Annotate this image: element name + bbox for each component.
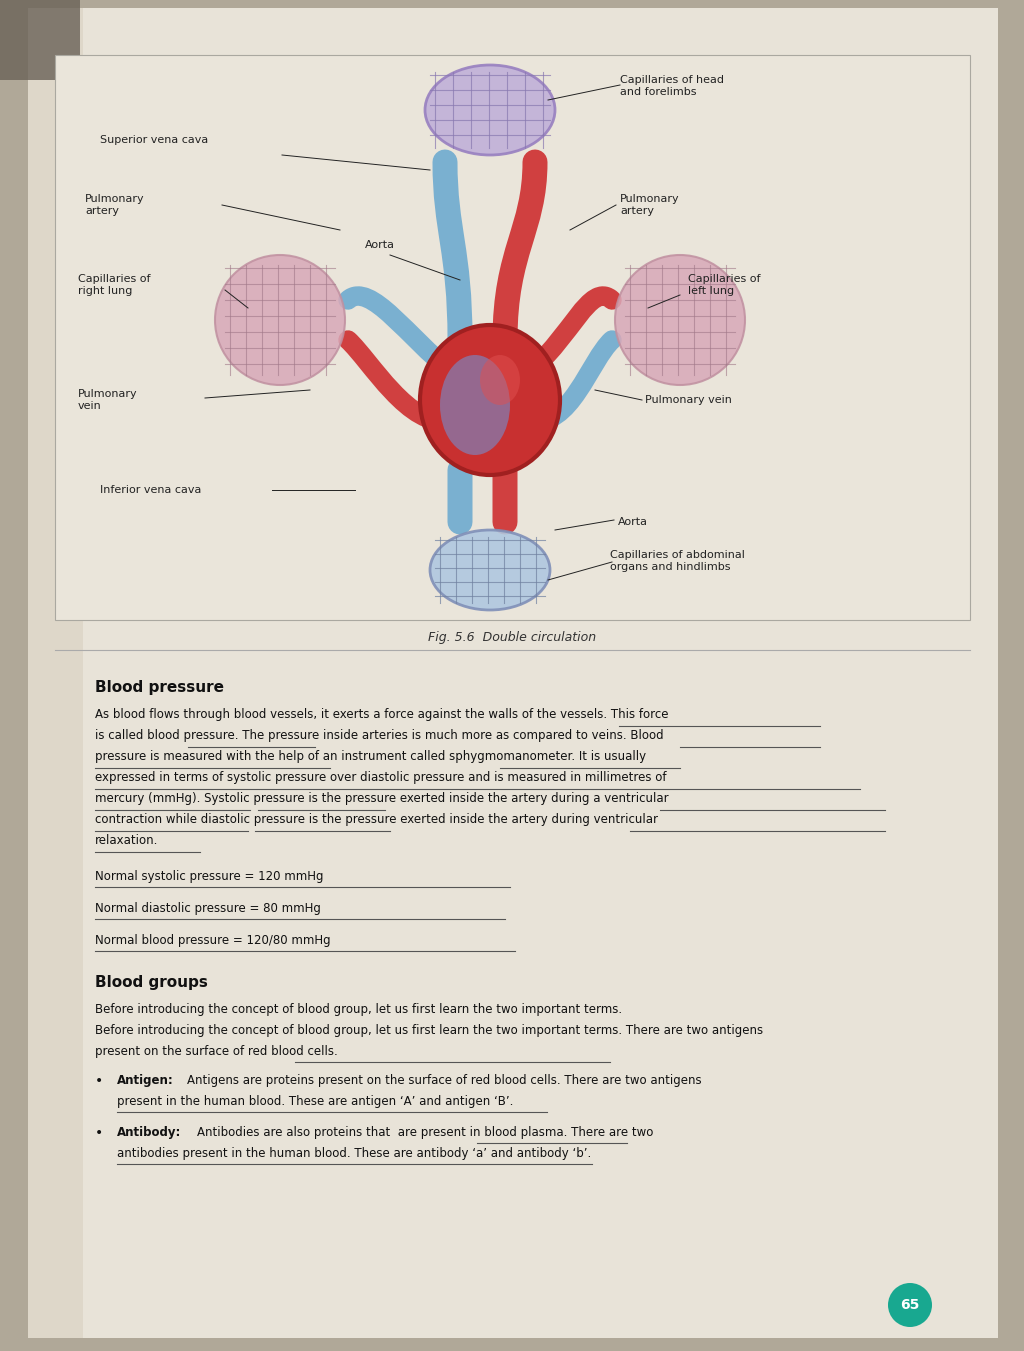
Text: present in the human blood. These are antigen ‘A’ and antigen ‘B’.: present in the human blood. These are an… [117, 1096, 513, 1108]
Text: Antigens are proteins present on the surface of red blood cells. There are two a: Antigens are proteins present on the sur… [187, 1074, 701, 1088]
Text: Capillaries of
left lung: Capillaries of left lung [688, 274, 761, 296]
Text: expressed in terms of systolic pressure over diastolic pressure and is measured : expressed in terms of systolic pressure … [95, 771, 667, 784]
Text: Pulmonary
artery: Pulmonary artery [620, 193, 680, 216]
Text: 65: 65 [900, 1298, 920, 1312]
Text: Blood pressure: Blood pressure [95, 680, 224, 694]
Text: Pulmonary
vein: Pulmonary vein [78, 389, 137, 411]
Ellipse shape [425, 65, 555, 155]
Text: Fig. 5.6  Double circulation: Fig. 5.6 Double circulation [428, 631, 596, 644]
Text: relaxation.: relaxation. [95, 834, 159, 847]
Ellipse shape [480, 355, 520, 405]
Text: Before introducing the concept of blood group, let us first learn the two import: Before introducing the concept of blood … [95, 1024, 763, 1038]
Text: Pulmonary
artery: Pulmonary artery [85, 193, 144, 216]
Text: •: • [95, 1074, 103, 1088]
Text: Capillaries of
right lung: Capillaries of right lung [78, 274, 151, 296]
Text: Blood groups: Blood groups [95, 975, 208, 990]
Text: •: • [95, 1125, 103, 1140]
Ellipse shape [430, 530, 550, 611]
Text: Capillaries of abdominal
organs and hindlimbs: Capillaries of abdominal organs and hind… [610, 550, 744, 573]
Text: pressure is measured with the help of an instrument called sphygmomanometer. It : pressure is measured with the help of an… [95, 750, 646, 763]
Text: Antigen:: Antigen: [117, 1074, 174, 1088]
Text: As blood flows through blood vessels, it exerts a force against the walls of the: As blood flows through blood vessels, it… [95, 708, 669, 721]
FancyBboxPatch shape [55, 55, 970, 620]
Text: Aorta: Aorta [365, 240, 395, 250]
Ellipse shape [215, 255, 345, 385]
Text: present on the surface of red blood cells.: present on the surface of red blood cell… [95, 1046, 338, 1058]
Ellipse shape [440, 355, 510, 455]
Ellipse shape [420, 326, 560, 476]
FancyBboxPatch shape [28, 8, 998, 1337]
Text: Aorta: Aorta [618, 517, 648, 527]
Text: is called blood pressure. The pressure inside arteries is much more as compared : is called blood pressure. The pressure i… [95, 730, 664, 742]
Text: Normal systolic pressure = 120 mmHg: Normal systolic pressure = 120 mmHg [95, 870, 324, 884]
Text: Antibodies are also proteins that  are present in blood plasma. There are two: Antibodies are also proteins that are pr… [197, 1125, 653, 1139]
Text: Inferior vena cava: Inferior vena cava [100, 485, 202, 494]
Text: Pulmonary vein: Pulmonary vein [645, 394, 732, 405]
FancyBboxPatch shape [28, 8, 83, 1337]
Text: Capillaries of head
and forelimbs: Capillaries of head and forelimbs [620, 76, 724, 97]
Text: Normal blood pressure = 120/80 mmHg: Normal blood pressure = 120/80 mmHg [95, 934, 331, 947]
Ellipse shape [615, 255, 745, 385]
Circle shape [888, 1283, 932, 1327]
Text: Antibody:: Antibody: [117, 1125, 181, 1139]
Text: Before introducing the concept of blood group, let us first learn the two import: Before introducing the concept of blood … [95, 1002, 623, 1016]
Text: antibodies present in the human blood. These are antibody ‘a’ and antibody ‘b’.: antibodies present in the human blood. T… [117, 1147, 591, 1161]
Text: Normal diastolic pressure = 80 mmHg: Normal diastolic pressure = 80 mmHg [95, 902, 321, 915]
Text: contraction while diastolic pressure is the pressure exerted inside the artery d: contraction while diastolic pressure is … [95, 813, 658, 825]
Text: mercury (mmHg). Systolic pressure is the pressure exerted inside the artery duri: mercury (mmHg). Systolic pressure is the… [95, 792, 669, 805]
Text: Superior vena cava: Superior vena cava [100, 135, 208, 145]
FancyBboxPatch shape [0, 0, 80, 80]
